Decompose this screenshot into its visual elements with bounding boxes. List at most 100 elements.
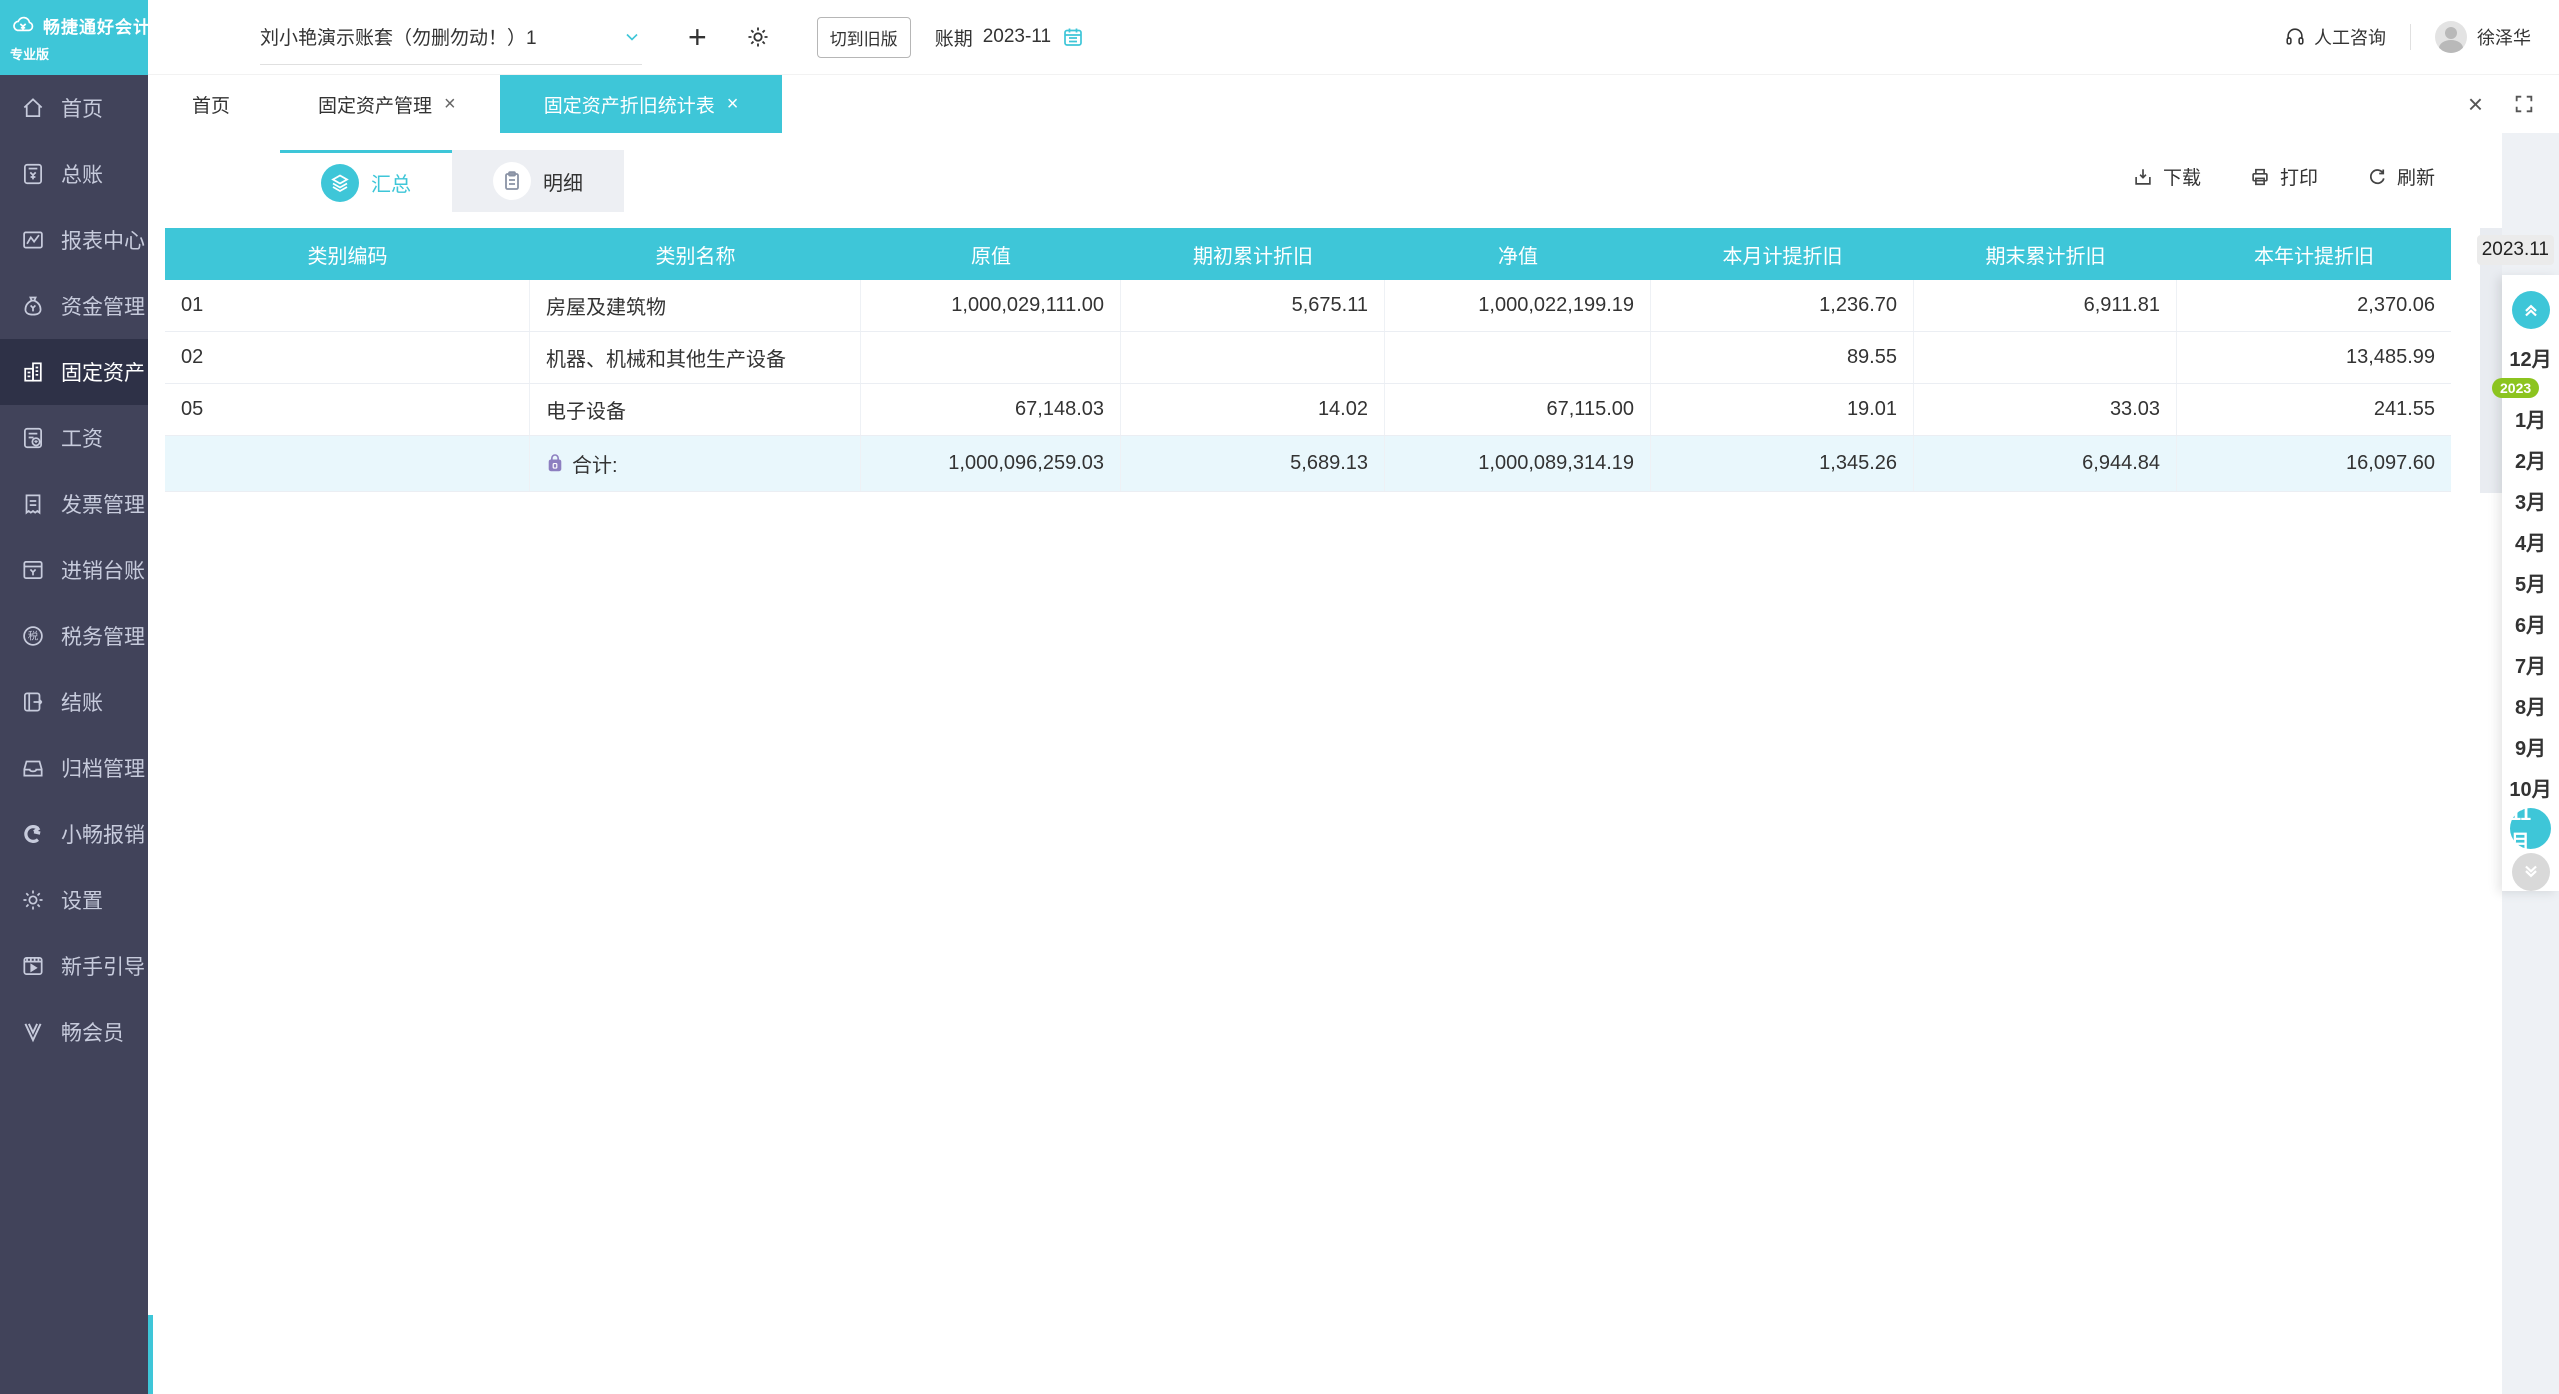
year-badge: 2023 <box>2492 378 2540 398</box>
sidebar-item-closing[interactable]: 结账 <box>0 669 148 735</box>
scroll-up-button[interactable] <box>2511 291 2550 329</box>
cloud-logo-icon <box>10 12 36 38</box>
table-header-row: 类别编码 类别名称 原值 期初累计折旧 净值 本月计提折旧 期末累计折旧 本年计提折旧 <box>165 228 2451 280</box>
print-label: 打印 <box>2279 168 2318 189</box>
column-header: 类别编码 <box>307 245 388 268</box>
sidebar-item-reimburse[interactable]: 小畅报销 <box>0 801 148 867</box>
download-button[interactable]: 下载 <box>2132 163 2201 190</box>
tab-label: 固定资产折旧统计表 <box>543 95 715 117</box>
row-value-cell: 67,148.03 <box>861 384 1121 435</box>
table-row[interactable]: 05 电子设备 67,148.03 14.02 67,115.00 19.01 33.03 2… <box>165 384 2451 436</box>
total-row: 合计: 1,000,096,259.03 5,689.13 1,000,089,314… <box>165 436 2451 492</box>
support-label: 人工咨询 <box>2314 28 2386 48</box>
table-body: 01 房屋及建筑物 1,000,029,111.00 5,675.11 1,000,02… <box>165 280 2451 436</box>
layers-icon <box>321 163 359 202</box>
sidebar-item-label: 小畅报销 <box>61 824 145 847</box>
tab-depreciation-statistics[interactable]: 固定资产折旧统计表 × <box>499 75 783 133</box>
tab-fixed-asset-management[interactable]: 固定资产管理 × <box>274 75 500 133</box>
sidebar-item-label: 资金管理 <box>61 296 145 319</box>
column-header: 本月计提折旧 <box>1722 245 1843 268</box>
refresh-label: 刷新 <box>2396 168 2435 189</box>
sidebar-item-tax-management[interactable]: 税 税务管理 <box>0 603 148 669</box>
account-set-selector[interactable]: 刘小艳演示账套（勿删勿动！）1 <box>260 23 642 65</box>
calendar-month[interactable]: 5月 <box>2514 574 2547 596</box>
column-header: 原值 <box>971 245 1011 268</box>
fullscreen-icon[interactable] <box>2513 93 2535 115</box>
scroll-down-button[interactable] <box>2511 853 2550 891</box>
row-value-cell: 1,000,029,111.00 <box>861 280 1121 331</box>
tab-summary[interactable]: 汇总 <box>280 150 452 212</box>
tab-home[interactable]: 首页 <box>148 75 274 133</box>
human-support-button[interactable]: 人工咨询 <box>2284 24 2386 50</box>
avatar[interactable] <box>2435 21 2467 53</box>
summary-label: 汇总 <box>371 174 411 196</box>
row-value-cell: 1,236.70 <box>1651 280 1914 331</box>
sidebar-item-fixed-assets[interactable]: 固定资产 <box>0 339 148 405</box>
member-icon <box>20 1019 46 1045</box>
sidebar-item-settings[interactable]: 设置 <box>0 867 148 933</box>
switch-old-version-button[interactable]: 切到旧版 <box>816 16 911 58</box>
row-text-cell: 电子设备 <box>530 384 861 435</box>
add-account-set-button[interactable]: + <box>688 19 707 55</box>
sidebar-item-salary[interactable]: 工资 <box>0 405 148 471</box>
total-label: 合计: <box>572 455 618 477</box>
svg-text:税: 税 <box>28 630 38 643</box>
gear-icon[interactable] <box>745 24 771 50</box>
sidebar-item-beginner-guide[interactable]: 新手引导 <box>0 933 148 999</box>
chevron-down-icon <box>622 27 642 47</box>
row-value-cell: 19.01 <box>1651 384 1914 435</box>
sidebar-item-invoice-management[interactable]: 发票管理 <box>0 471 148 537</box>
calendar-month[interactable]: 8月 <box>2514 697 2547 719</box>
calendar-month[interactable]: 4月 <box>2514 533 2547 555</box>
sidebar-item-fund-management[interactable]: 资金管理 <box>0 273 148 339</box>
table-row[interactable]: 02 机器、机械和其他生产设备 89.55 13,485.99 <box>165 332 2451 384</box>
tab-close-icon[interactable]: × <box>444 93 456 115</box>
calendar-month[interactable]: 2月 <box>2514 451 2547 473</box>
column-header: 类别名称 <box>655 245 736 268</box>
calendar-month[interactable]: 1月 <box>2514 410 2547 432</box>
view-switch: 汇总 明细 <box>280 150 624 212</box>
column-header: 期初累计折旧 <box>1193 245 1313 268</box>
report-icon <box>20 227 46 253</box>
calendar-month[interactable]: 6月 <box>2514 615 2547 637</box>
building-icon <box>20 359 46 385</box>
row-value-cell: 89.55 <box>1651 332 1914 383</box>
sidebar-item-archive-management[interactable]: 归档管理 <box>0 735 148 801</box>
scroll-accent <box>148 1315 153 1394</box>
calendar-month[interactable]: 12月 <box>2509 349 2552 371</box>
sidebar-item-member[interactable]: 畅会员 <box>0 999 148 1065</box>
archive-icon <box>20 755 46 781</box>
calendar-month[interactable]: 7月 <box>2514 656 2547 678</box>
table-row[interactable]: 01 房屋及建筑物 1,000,029,111.00 5,675.11 1,000,02… <box>165 280 2451 332</box>
sidebar-item-home[interactable]: 首页 <box>0 75 148 141</box>
tab-label: 首页 <box>192 95 231 117</box>
refresh-button[interactable]: 刷新 <box>2366 163 2435 190</box>
calendar-icon[interactable] <box>1061 25 1085 49</box>
calendar-month-selected[interactable]: 11月 <box>2510 803 2551 854</box>
row-value-cell <box>861 332 1121 383</box>
tab-list: 首页 固定资产管理 × 固定资产折旧统计表 × <box>148 75 783 133</box>
print-button[interactable]: 打印 <box>2249 163 2318 190</box>
row-value-cell: 2,370.06 <box>2357 294 2435 316</box>
row-text-cell: 房屋及建筑物 <box>530 280 861 331</box>
row-value-cell: 1,000,022,199.19 <box>1385 280 1651 331</box>
close-icon[interactable]: × <box>2467 89 2483 119</box>
collapse-rail[interactable] <box>2480 228 2502 493</box>
row-text-cell: 02 <box>165 332 530 383</box>
refresh-icon <box>2366 166 2388 188</box>
calendar-month[interactable]: 9月 <box>2514 738 2547 760</box>
sidebar-item-general-ledger[interactable]: 总账 <box>0 141 148 207</box>
download-label: 下载 <box>2162 168 2201 189</box>
double-chevron-up-icon <box>2520 299 2542 321</box>
tab-detail[interactable]: 明细 <box>452 150 624 212</box>
sidebar-item-label: 归档管理 <box>61 758 145 781</box>
sidebar-item-report-center[interactable]: 报表中心 <box>0 207 148 273</box>
sidebar-item-trade-ledger[interactable]: 进销台账 <box>0 537 148 603</box>
month-picker: 12月 2023 1月 2月 3月 4月 5月 6月 7月 8月 9月 10月 11月 <box>2492 275 2559 891</box>
app-logo: 畅捷通好会计 专业版 <box>0 0 150 75</box>
trade-icon <box>20 557 46 583</box>
tab-close-icon[interactable]: × <box>726 93 739 115</box>
calendar-month[interactable]: 3月 <box>2514 492 2547 514</box>
sidebar-nav: 首页 总账 报表中心资金管理固定资产 工资 发票管理 进销台账税 税务管理 结账归档管理小畅报… <box>0 75 148 1065</box>
calendar-month[interactable]: 10月 <box>2509 779 2552 801</box>
